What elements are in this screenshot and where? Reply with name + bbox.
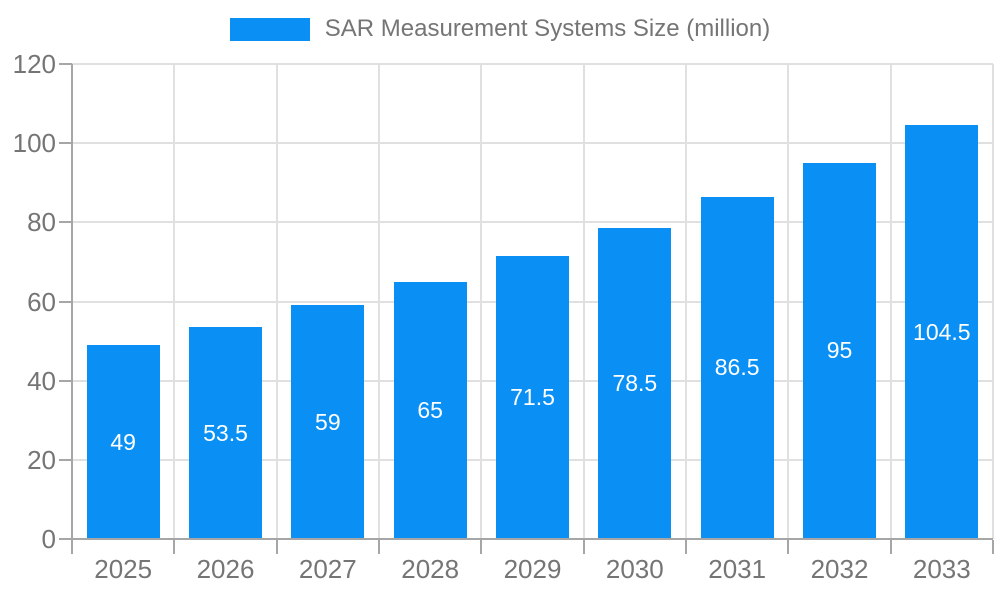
y-axis-tick-label: 20 (27, 444, 56, 475)
bar: 78.5 (598, 228, 672, 539)
x-axis-tick (992, 540, 994, 554)
bar: 95 (803, 162, 876, 539)
gridline-vertical (378, 64, 380, 539)
bar-value-label: 71.5 (510, 383, 555, 410)
y-axis-tick (59, 379, 72, 382)
bar: 49 (86, 345, 160, 539)
y-axis-tick (59, 63, 72, 65)
x-axis-tick (787, 540, 790, 554)
gridline-vertical (275, 64, 278, 539)
x-axis-tick-label: 2031 (708, 554, 767, 584)
bar-value-label: 59 (315, 408, 341, 435)
gridline-vertical (787, 64, 790, 539)
x-axis-tick-label: 2033 (912, 554, 971, 584)
x-axis-tick (480, 540, 483, 554)
x-axis-tick-label: 2032 (810, 554, 869, 584)
x-axis-tick-label: 2025 (94, 554, 153, 584)
y-axis-tick-label: 80 (27, 207, 56, 238)
bar-value-label: 53.5 (203, 419, 248, 446)
x-axis-line (72, 538, 993, 540)
x-axis-tick-label: 2030 (605, 554, 664, 584)
bar: 71.5 (496, 255, 569, 539)
bar-value-label: 104.5 (913, 318, 971, 345)
bar: 65 (393, 281, 467, 539)
gridline-vertical (480, 64, 483, 539)
x-axis-tick (582, 540, 585, 554)
bar-value-label: 65 (417, 396, 443, 423)
gridline-vertical (685, 64, 687, 539)
bar-value-label: 49 (110, 428, 136, 455)
bar-value-label: 95 (826, 337, 853, 364)
x-axis-tick-label: 2027 (298, 554, 357, 584)
gridline-vertical (992, 64, 994, 539)
y-axis-tick-label: 0 (41, 524, 56, 554)
x-axis-tick-label: 2028 (401, 554, 460, 584)
x-axis-tick (173, 540, 176, 554)
y-axis-tick-label: 60 (27, 286, 56, 317)
plot-area: 49 53.5 59 65 71.5 78.5 86.5 95 104.5 0 20 40 60 80 1… (13, 49, 994, 584)
x-axis-tick (378, 540, 380, 554)
x-axis-tick-label: 2029 (503, 554, 562, 584)
bar: 86.5 (700, 196, 774, 539)
x-axis-tick (889, 540, 892, 554)
gridline-horizontal (72, 221, 993, 224)
gridline-vertical (889, 64, 892, 539)
y-axis-tick-label: 100 (12, 128, 56, 159)
bar: 59 (291, 305, 365, 539)
legend-swatch (229, 17, 310, 41)
y-axis-tick (59, 221, 72, 224)
y-axis-tick (59, 458, 72, 461)
bar: 104.5 (905, 125, 979, 539)
legend[interactable]: SAR Measurement Systems Size (million) (0, 15, 1000, 43)
x-axis-tick (685, 540, 687, 554)
gridline-horizontal (72, 142, 993, 145)
gridline-vertical (582, 64, 585, 539)
gridline-vertical (173, 64, 176, 539)
y-axis-tick (59, 300, 72, 303)
gridline-horizontal (72, 63, 993, 65)
x-axis-tick-label: 2026 (196, 554, 255, 584)
x-axis-tick (275, 540, 278, 554)
y-axis-tick-label: 40 (27, 365, 56, 396)
bar: 53.5 (189, 327, 262, 539)
bar-value-label: 78.5 (612, 370, 658, 397)
y-axis-tick (59, 142, 72, 145)
y-axis-line (71, 64, 73, 554)
y-axis-tick (59, 538, 72, 540)
bar-value-label: 86.5 (714, 354, 760, 381)
y-axis-tick-label: 120 (12, 49, 56, 79)
legend-label: SAR Measurement Systems Size (million) (324, 15, 771, 42)
